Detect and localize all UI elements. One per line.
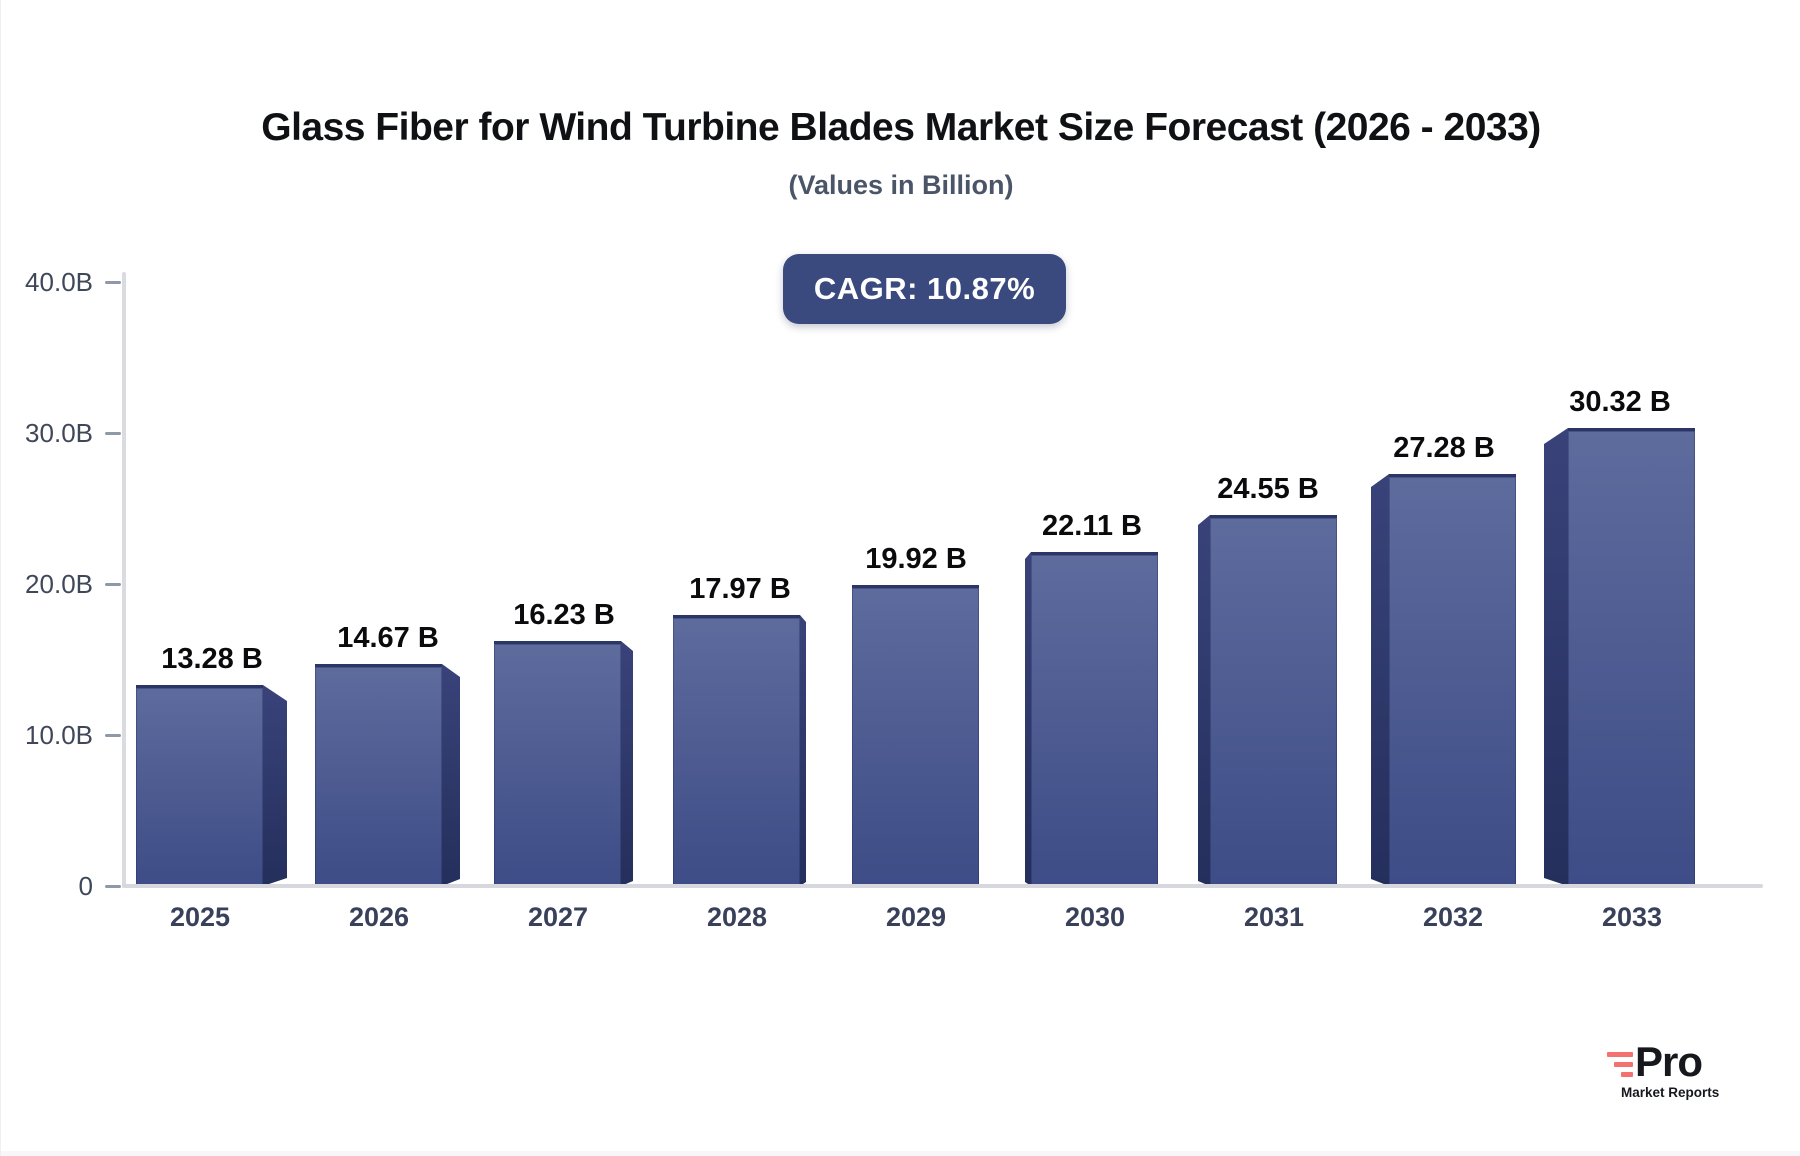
bar-face	[1210, 515, 1337, 886]
cagr-badge: CAGR: 10.87%	[783, 254, 1066, 324]
bar-side	[800, 615, 806, 886]
logo-bar-icon	[1607, 1052, 1633, 1057]
y-tick-label: 0	[78, 871, 93, 901]
logo-speed-lines-icon	[1607, 1052, 1633, 1077]
cagr-badge-label: CAGR: 10.87%	[813, 271, 1036, 306]
bar-value-label: 14.67 B	[337, 622, 439, 654]
brand-logo: Pro Market Reports	[1607, 1038, 1720, 1100]
x-tick-label: 2027	[527, 902, 589, 932]
bar-value-label: 30.32 B	[1569, 386, 1671, 418]
x-tick-label: 2026	[348, 902, 410, 932]
bar-value-label: 22.11 B	[1042, 510, 1142, 542]
chart-title: Glass Fiber for Wind Turbine Blades Mark…	[261, 106, 1541, 149]
bar-side	[263, 685, 287, 886]
y-tick-mark	[105, 583, 121, 586]
y-tick-mark	[105, 281, 121, 284]
bar-value-label: 16.23 B	[513, 599, 615, 631]
logo-tagline: Market Reports	[1621, 1084, 1720, 1100]
x-tick-label: 2033	[1601, 902, 1663, 932]
logo-bar-icon	[1621, 1072, 1633, 1077]
y-tick-label: 20.0B	[25, 569, 93, 599]
bar-face	[1568, 428, 1695, 886]
y-tick-label: 40.0B	[25, 267, 93, 297]
bar-side	[1198, 515, 1210, 886]
x-tick-label: 2030	[1064, 902, 1126, 932]
x-tick-label: 2029	[885, 902, 947, 932]
bar-value-label: 27.28 B	[1393, 432, 1495, 464]
bar-value-label: 13.28 B	[161, 643, 263, 675]
bar-side	[621, 641, 633, 886]
logo-name: Pro	[1635, 1038, 1703, 1085]
x-tick-label: 2032	[1422, 902, 1484, 932]
x-tick-label: 2025	[169, 902, 231, 932]
bar-face	[1389, 474, 1516, 886]
bar-side	[1025, 552, 1031, 886]
x-axis-line	[122, 884, 1763, 888]
bar-face	[1031, 552, 1158, 886]
y-tick-mark	[105, 885, 121, 888]
bar-value-label: 19.92 B	[865, 543, 967, 575]
bar-face	[136, 685, 263, 886]
y-tick-label: 10.0B	[25, 720, 93, 750]
chart-subtitle: (Values in Billion)	[788, 170, 1014, 200]
bar-face	[673, 615, 800, 886]
bar-face	[494, 641, 621, 886]
y-tick-mark	[105, 432, 121, 435]
y-tick-label: 30.0B	[25, 418, 93, 448]
bar-side	[1371, 474, 1389, 886]
bar-face	[852, 585, 979, 886]
bar-side	[1544, 428, 1568, 886]
logo-bar-icon	[1614, 1062, 1633, 1067]
logo-row: Pro	[1607, 1038, 1719, 1085]
page-edge	[1, 1151, 1800, 1156]
x-tick-label: 2028	[706, 902, 768, 932]
bar-face	[315, 664, 442, 886]
bar-value-label: 24.55 B	[1217, 473, 1319, 505]
bar-value-label: 17.97 B	[689, 573, 791, 605]
x-tick-label: 2031	[1243, 902, 1305, 932]
y-axis-line	[122, 272, 126, 888]
bar-side	[442, 664, 460, 886]
y-tick-mark	[105, 734, 121, 737]
